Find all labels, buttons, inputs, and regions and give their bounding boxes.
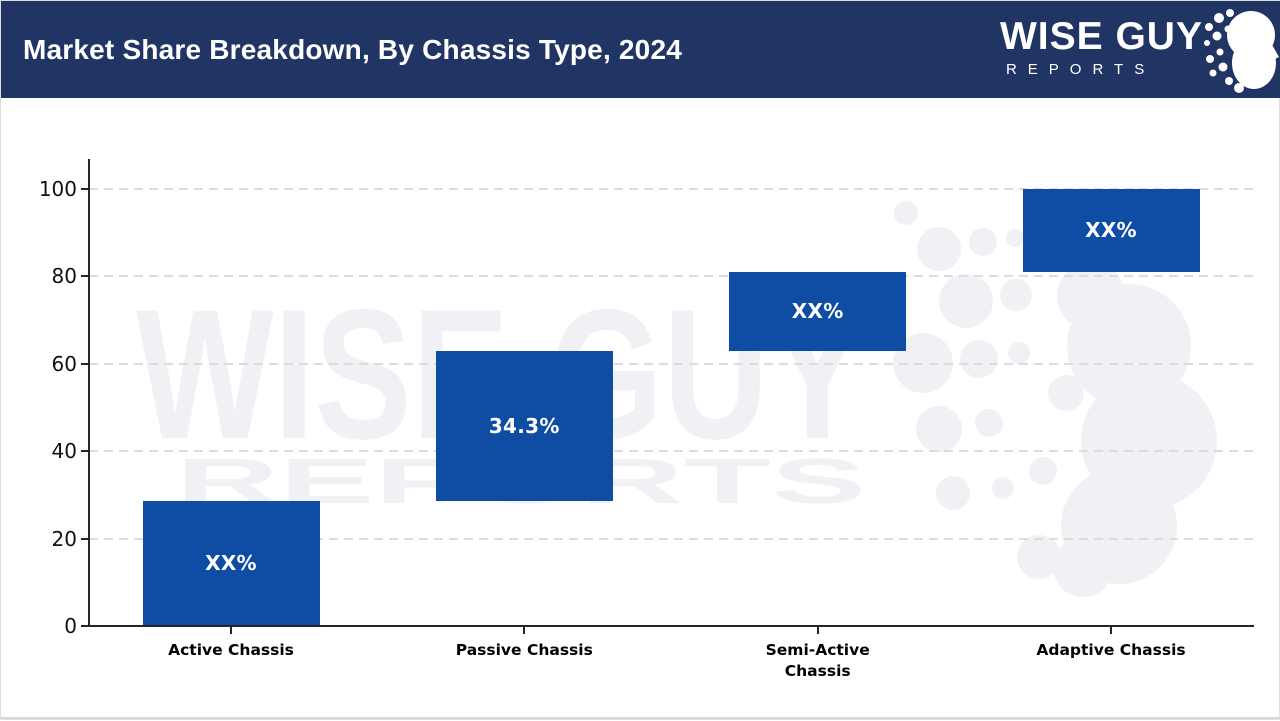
y-tick-mark (81, 275, 88, 277)
bar-semi-active-chassis: XX% (729, 272, 907, 351)
y-tick-label: 100 (38, 176, 77, 201)
y-axis-spine (88, 159, 90, 626)
bar-value-label: XX% (1085, 218, 1137, 243)
x-axis-label: Adaptive Chassis (1036, 641, 1186, 659)
brand-head-icon (1204, 9, 1279, 93)
x-axis-label: Semi-Active Chassis (765, 641, 870, 680)
header: Market Share Breakdown, By Chassis Type,… (1, 1, 1280, 98)
y-tick-mark (81, 187, 88, 190)
y-tick-mark (81, 450, 88, 452)
gridline (89, 187, 1254, 190)
x-tick-mark (1110, 626, 1112, 634)
x-tick-mark (230, 626, 232, 634)
y-tick-label: 40 (51, 439, 77, 463)
x-tick-mark (816, 626, 819, 634)
y-tick-mark (81, 625, 88, 627)
y-tick-mark (81, 537, 88, 540)
bar-value-label: XX% (791, 299, 844, 324)
x-tick-mark (523, 626, 526, 634)
brand-subtext: REPORTS (1005, 61, 1156, 78)
bar-adaptive-chassis: XX% (1022, 188, 1200, 273)
x-axis-label: Passive Chassis (455, 641, 593, 659)
bar-value-label: XX% (205, 551, 257, 576)
bar-active-chassis: XX% (142, 500, 320, 626)
gridline (89, 537, 1254, 540)
y-tick-label: 80 (51, 264, 77, 288)
gridline (89, 450, 1254, 452)
chart-title: Market Share Breakdown, By Chassis Type,… (23, 33, 682, 65)
gridline (89, 275, 1254, 277)
gridline (89, 362, 1254, 365)
bottom-border-line (1, 717, 1280, 719)
y-tick-label: 60 (51, 351, 77, 376)
bar-passive-chassis: 34.3% (435, 350, 613, 501)
y-tick-label: 20 (51, 526, 77, 551)
x-axis-spine (88, 625, 1254, 627)
brand-wordmark: WISE GUY (999, 15, 1203, 58)
bar-value-label: 34.3% (488, 413, 560, 438)
x-axis-label: Active Chassis (168, 641, 294, 659)
y-tick-label: 0 (64, 614, 77, 638)
brand-logo: WISE GUY REPORTS (1000, 17, 1203, 77)
y-tick-mark (81, 362, 88, 365)
